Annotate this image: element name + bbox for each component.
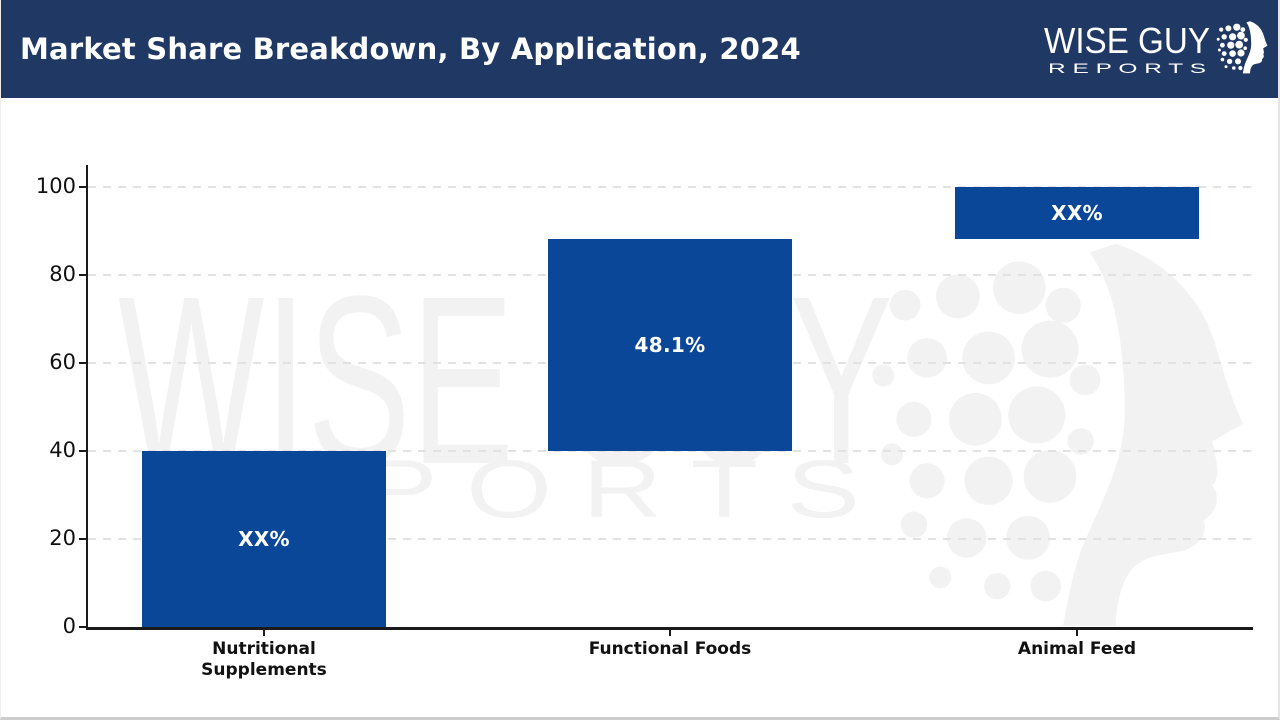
y-axis [86, 165, 88, 630]
header-bar: Market Share Breakdown, By Application, … [0, 0, 1280, 98]
brand-logo: WISE GUY R E P O R T S [1018, 4, 1270, 94]
gridline [88, 186, 1253, 188]
y-tick-label: 60 [49, 350, 76, 374]
y-tick-label: 40 [49, 438, 76, 462]
y-tick-label: 80 [49, 262, 76, 286]
bar-value-label: 48.1% [634, 333, 706, 358]
page-title: Market Share Breakdown, By Application, … [20, 32, 801, 66]
x-tick-mark [1076, 630, 1078, 636]
y-tick-mark [79, 362, 87, 364]
x-tick-mark [263, 630, 265, 636]
y-tick-label: 20 [49, 526, 76, 550]
x-axis [86, 627, 1253, 630]
brand-head-icon [1216, 21, 1268, 74]
bar-value-label: XX% [1051, 201, 1103, 226]
y-tick-mark [79, 186, 87, 188]
y-tick-label: 100 [35, 174, 76, 198]
brand-name-text: WISE GUY [1044, 20, 1210, 61]
y-tick-mark [79, 450, 87, 452]
y-tick-mark [79, 538, 87, 540]
y-tick-mark [79, 626, 87, 628]
bar-functional-foods: 48.1% [548, 239, 792, 451]
x-category-label-functional-foods: Functional Foods [588, 639, 752, 659]
gridline [88, 538, 1253, 540]
y-tick-label: 0 [62, 614, 76, 638]
bar-value-label: XX% [238, 527, 290, 551]
x-category-label-nutritional-supplements: Nutritional Supplements [201, 639, 327, 681]
gridline [88, 450, 1253, 452]
brand-reports-text: R E P O R T S [1048, 60, 1206, 76]
bar-nutritional-supplements: XX% [142, 451, 386, 627]
x-category-label-animal-feed: Animal Feed [1017, 639, 1137, 659]
bar-animal-feed: XX% [955, 187, 1199, 240]
x-tick-mark [669, 630, 671, 636]
y-tick-mark [79, 274, 87, 276]
